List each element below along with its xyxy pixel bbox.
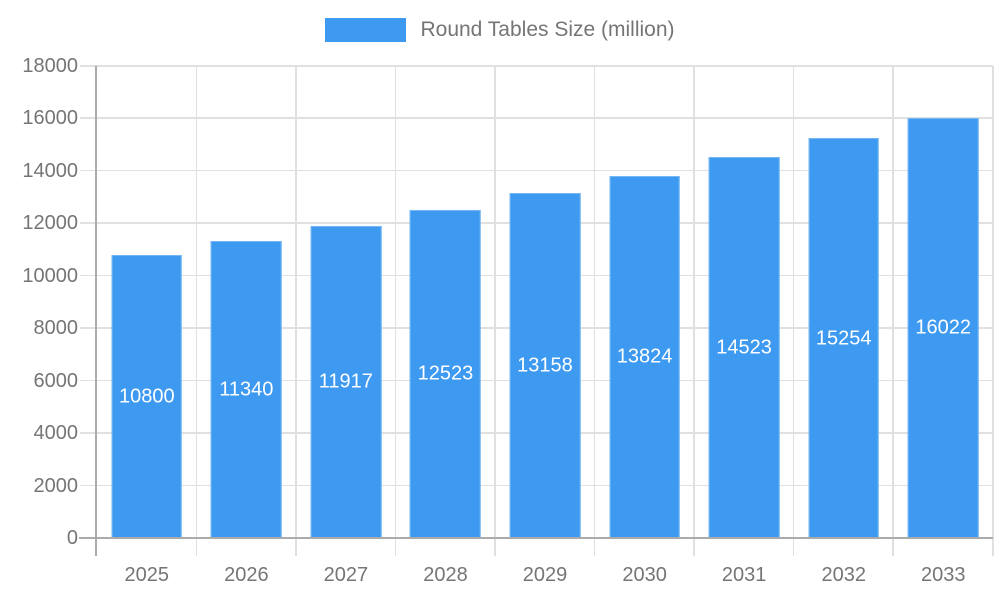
y-axis-tick-label: 2000 <box>33 474 79 497</box>
legend-swatch-icon <box>325 18 407 42</box>
bar-2032: 15254 <box>808 138 879 538</box>
bar-value-label: 14523 <box>716 336 772 359</box>
gridline-vertical <box>792 66 795 556</box>
y-axis-labels: 0 2000 4000 6000 8000 10000 12000 14000 16000 180… <box>0 55 79 549</box>
bar-slot-2032: 15254 <box>794 66 894 538</box>
legend[interactable]: Round Tables Size (million) <box>0 17 1000 43</box>
y-axis-tick-label: 16000 <box>22 107 78 130</box>
plot-area: 10800 11340 11917 12523 13158 13824 14523 15254… <box>79 65 994 556</box>
bar-value-label: 11917 <box>318 370 373 393</box>
gridline-horizontal <box>80 169 993 172</box>
bar-2027: 11917 <box>310 225 382 538</box>
bar-slot-2026: 11340 <box>197 66 297 538</box>
bar-slot-2025: 10800 <box>97 66 197 538</box>
bar-value-label: 10800 <box>118 385 175 408</box>
bar-slot-2033: 16022 <box>893 66 993 538</box>
bar-value-label: 12523 <box>417 362 474 385</box>
bar-slot-2030: 13824 <box>595 66 695 538</box>
bar-slot-2029: 13158 <box>495 66 595 538</box>
bar-2030: 13824 <box>609 175 680 538</box>
x-axis-label-2029: 2029 <box>522 564 568 586</box>
x-axis-label-2032: 2032 <box>821 564 866 586</box>
x-axis-label-2027: 2027 <box>323 564 369 586</box>
bar-value-label: 13824 <box>616 345 673 368</box>
gridline-vertical <box>992 66 994 556</box>
y-axis-tick-label: 0 <box>66 527 78 549</box>
y-axis-tick-label: 18000 <box>22 55 78 77</box>
bar-slot-2028: 12523 <box>396 66 496 538</box>
bar-2025: 10800 <box>111 254 183 538</box>
bar-value-label: 11340 <box>219 378 274 401</box>
x-axis-labels: 2025 2026 2027 2028 2029 2030 2031 2032 2033 <box>97 559 993 591</box>
y-axis-tick-label: 6000 <box>33 369 79 392</box>
y-axis-tick-label: 12000 <box>22 212 78 235</box>
x-axis-label-2030: 2030 <box>622 564 667 586</box>
y-axis-tick-label: 10000 <box>22 264 78 287</box>
x-axis-label-2028: 2028 <box>423 564 468 586</box>
bar-slot-2031: 14523 <box>694 66 794 538</box>
gridline-vertical <box>892 66 894 556</box>
bar-2029: 13158 <box>509 192 581 538</box>
gridline-vertical <box>195 66 198 556</box>
bar-2028: 12523 <box>410 209 481 538</box>
gridline-horizontal <box>80 65 993 67</box>
bar-2031: 14523 <box>708 157 780 538</box>
gridline-horizontal <box>80 117 993 119</box>
x-axis-label-2031: 2031 <box>721 564 767 586</box>
gridline-vertical <box>494 66 496 556</box>
bar-slot-2027: 11917 <box>296 66 396 538</box>
gridline-vertical <box>693 66 695 556</box>
y-axis-line <box>95 66 97 556</box>
bar-2033: 16022 <box>907 117 979 538</box>
legend-label: Round Tables Size (million) <box>420 18 675 41</box>
gridline-vertical <box>394 66 397 556</box>
y-axis-tick-label: 8000 <box>33 317 79 340</box>
gridline-vertical <box>593 66 596 556</box>
x-axis-label-2026: 2026 <box>224 564 269 586</box>
x-axis-label-2025: 2025 <box>124 564 170 586</box>
y-axis-tick-label: 14000 <box>22 159 78 182</box>
x-axis-line <box>79 537 993 539</box>
y-axis-tick-label: 4000 <box>33 422 79 445</box>
bar-value-label: 15254 <box>815 327 872 349</box>
gridline-vertical <box>295 66 297 556</box>
bar-value-label: 13158 <box>517 354 573 377</box>
x-axis-label-2033: 2033 <box>921 564 966 586</box>
bar-2026: 11340 <box>210 240 282 538</box>
bar-value-label: 16022 <box>915 316 972 339</box>
